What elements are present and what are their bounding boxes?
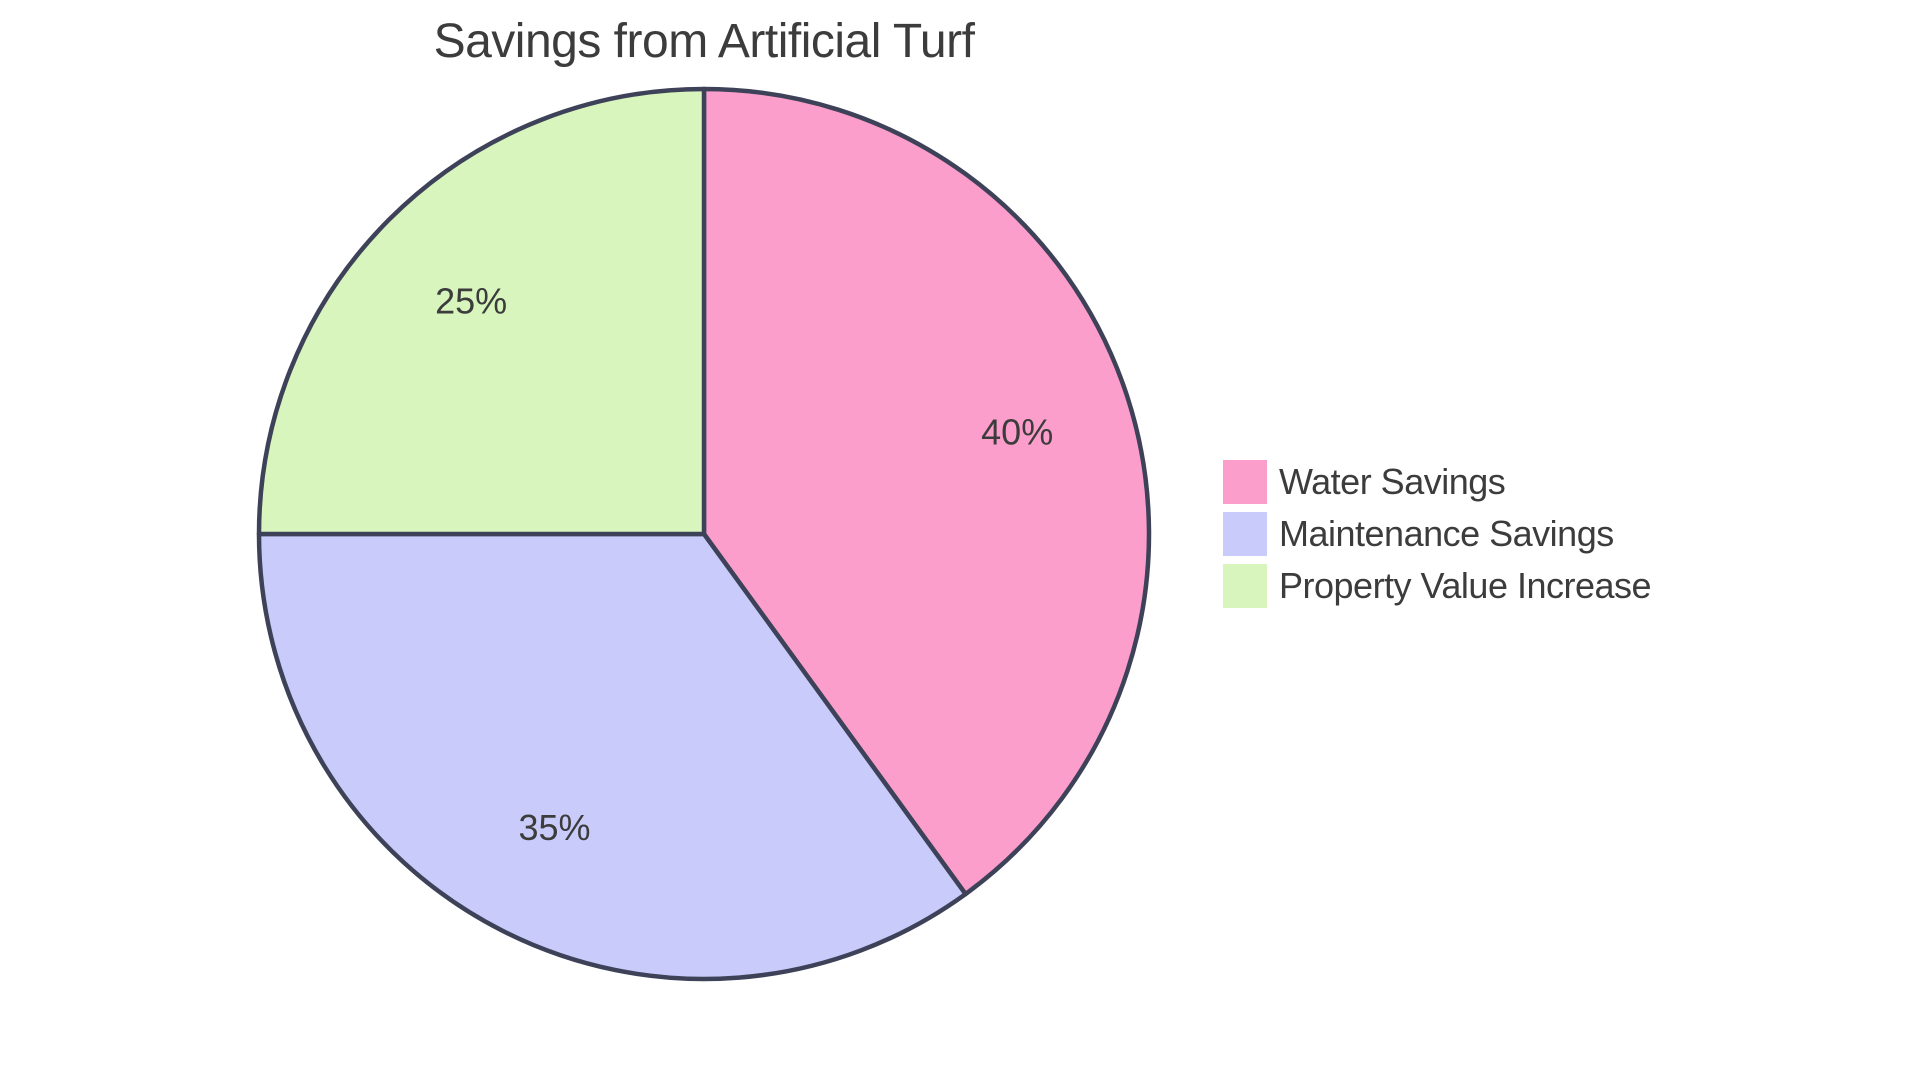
legend-item: Water Savings — [1223, 460, 1651, 504]
legend-swatch — [1223, 460, 1267, 504]
slice-percent-label: 40% — [981, 412, 1053, 453]
slice-labels: 40% 35% 25% — [435, 281, 1053, 848]
legend-label: Water Savings — [1279, 461, 1506, 502]
slice-percent-label: 35% — [518, 807, 590, 848]
legend-item: Maintenance Savings — [1223, 512, 1651, 556]
legend-swatch — [1223, 564, 1267, 608]
legend-label: Property Value Increase — [1279, 565, 1652, 606]
legend-label: Maintenance Savings — [1279, 513, 1614, 554]
slice-percent-label: 25% — [435, 281, 507, 322]
legend: Water Savings Maintenance Savings Proper… — [1223, 460, 1652, 608]
chart-title: Savings from Artificial Turf — [434, 15, 976, 68]
legend-swatch — [1223, 512, 1267, 556]
pie-slice — [701, 86, 1152, 897]
pie-slice — [256, 86, 707, 537]
legend-item: Property Value Increase — [1223, 564, 1652, 608]
pie-slices — [256, 86, 1152, 982]
pie-slice — [256, 531, 968, 982]
